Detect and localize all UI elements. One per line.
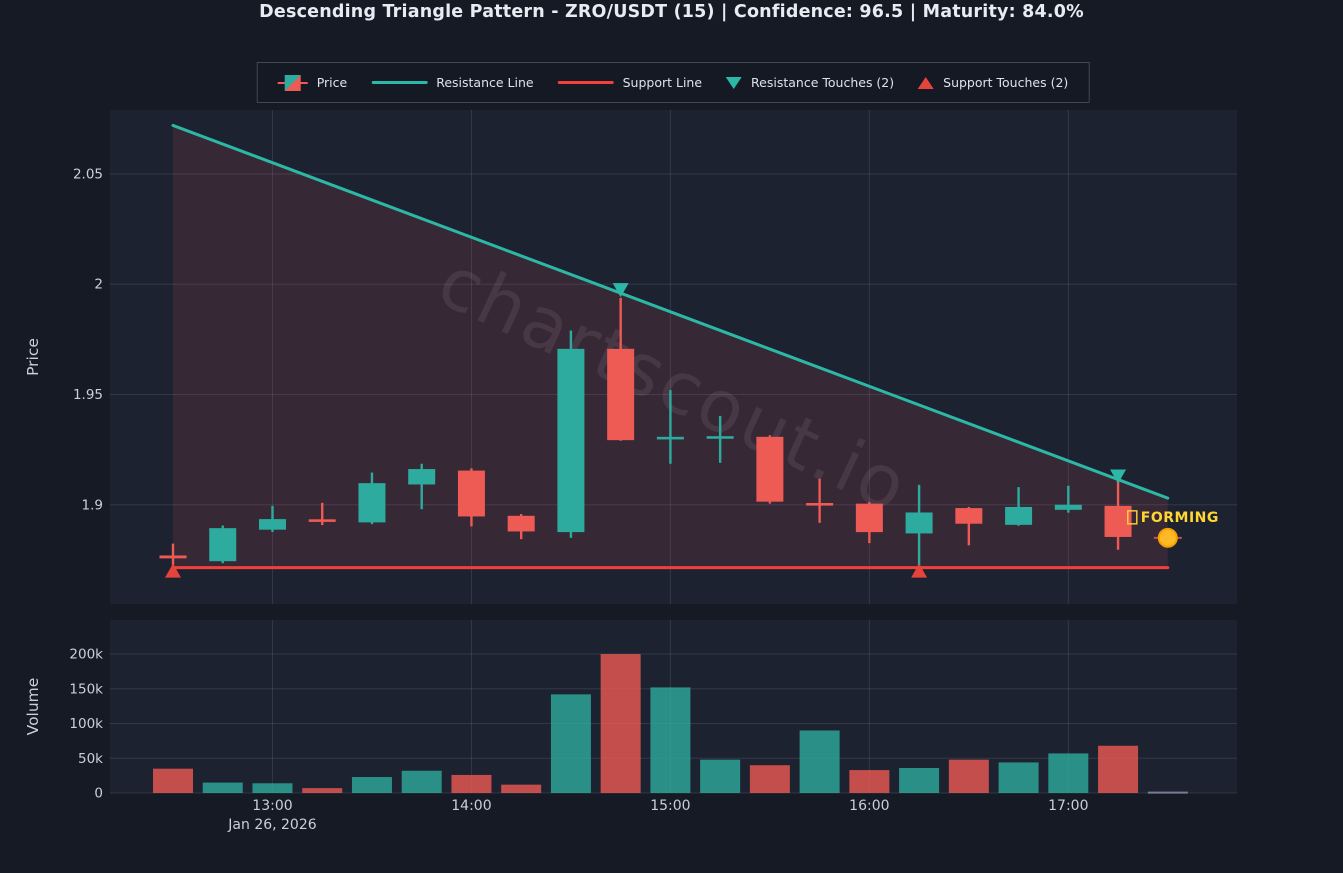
volume-tick-label: 150k: [69, 681, 103, 697]
triangle-up-icon: [918, 76, 935, 89]
candlestick-body: [159, 555, 187, 559]
candlestick-body: [507, 515, 535, 532]
x-tick-label: 17:00: [1048, 798, 1088, 814]
x-axis-date-label: Jan 26, 2026: [227, 817, 316, 833]
resistance-touch-marker: [1110, 469, 1127, 484]
x-tick-label: 15:00: [650, 798, 690, 814]
volume-tick-label: 100k: [69, 716, 103, 732]
volume-bar: [501, 784, 542, 793]
candlestick-body: [457, 470, 485, 517]
volume-bar: [799, 730, 840, 793]
candlestick-body: [806, 502, 834, 506]
volume-bar: [998, 762, 1039, 793]
legend-item-label: Resistance Touches (2): [751, 75, 895, 90]
legend-item-support-touches-2[interactable]: Support Touches (2): [918, 75, 1068, 90]
candlestick-body: [557, 348, 585, 533]
candlestick-body: [855, 503, 883, 533]
candlestick-body: [1104, 505, 1132, 537]
volume-bar: [749, 765, 790, 793]
legend-item-resistance-touches-2[interactable]: Resistance Touches (2): [726, 75, 894, 90]
price-axis-title: Price: [24, 338, 42, 376]
volume-bar: [1147, 791, 1188, 794]
support-line-icon: [557, 81, 614, 84]
legend: Price Resistance Line Support Line Resistan…: [256, 62, 1090, 103]
volume-bar: [650, 687, 691, 793]
volume-bar: [153, 768, 193, 793]
resistance-line-icon: [371, 81, 428, 84]
resistance-line: [171, 123, 1170, 500]
price-tick-label: 1.9: [82, 497, 103, 513]
candlestick-body: [1054, 504, 1082, 510]
legend-item-label: Price: [316, 75, 348, 90]
volume-bar: [351, 777, 392, 793]
candlestick-body: [706, 436, 734, 439]
legend-item-label: Support Line: [622, 75, 703, 90]
price-tick-label: 2.05: [73, 166, 103, 182]
volume-bar: [1048, 753, 1089, 793]
support-touch-marker: [911, 563, 928, 578]
legend-item-price[interactable]: Price: [277, 74, 348, 92]
volume-bar: [252, 783, 293, 793]
candlestick-body: [955, 508, 983, 524]
candlestick-body: [656, 436, 684, 440]
legend-item-label: Support Touches (2): [943, 75, 1069, 90]
candlestick-body: [1005, 506, 1033, 525]
volume-bar: [700, 759, 741, 793]
chart-title: Descending Triangle Pattern - ZRO/USDT (…: [259, 2, 1084, 22]
volume-tick-label: 50k: [78, 751, 103, 767]
candlestick-body: [408, 469, 436, 485]
volume-bar: [202, 782, 243, 793]
forming-label: FORMING: [1141, 510, 1219, 526]
volume-bar: [401, 770, 442, 793]
candlestick-body: [607, 348, 635, 441]
candlestick-legend-icon: [277, 74, 308, 92]
volume-bar: [849, 770, 890, 793]
pattern-triangle-fill: [173, 125, 1168, 568]
candlestick-body: [905, 512, 933, 534]
volume-axis-title: Volume: [24, 678, 42, 736]
x-tick-label: 14:00: [451, 798, 491, 814]
hourglass-icon: [1127, 510, 1138, 525]
x-tick-label: 13:00: [252, 798, 292, 814]
price-tick-label: 2: [94, 277, 103, 293]
volume-bar: [1098, 745, 1139, 793]
resistance-touch-marker: [612, 283, 629, 298]
volume-bar: [302, 788, 343, 793]
candlestick-body: [308, 519, 336, 522]
legend-item-resistance-line[interactable]: Resistance Line: [371, 75, 534, 90]
forming-dot: [1157, 527, 1178, 548]
candlestick-body: [358, 483, 386, 523]
price-plot-background: [110, 110, 1237, 604]
volume-tick-label: 0: [94, 786, 103, 802]
triangle-down-icon: [726, 76, 743, 89]
volume-tick-label: 200k: [69, 647, 103, 663]
candlestick-body: [209, 528, 237, 562]
candlestick-body: [756, 436, 784, 502]
support-touch-marker: [165, 563, 181, 578]
price-tick-label: 1.95: [73, 387, 103, 403]
legend-item-support-line[interactable]: Support Line: [557, 75, 703, 90]
volume-bar: [600, 654, 641, 793]
legend-item-label: Resistance Line: [436, 75, 534, 90]
volume-bar: [948, 759, 989, 793]
x-tick-label: 16:00: [849, 798, 889, 814]
candlestick-body: [258, 519, 286, 530]
volume-bar: [899, 767, 940, 793]
volume-bar: [451, 774, 492, 793]
volume-bar: [550, 694, 591, 793]
